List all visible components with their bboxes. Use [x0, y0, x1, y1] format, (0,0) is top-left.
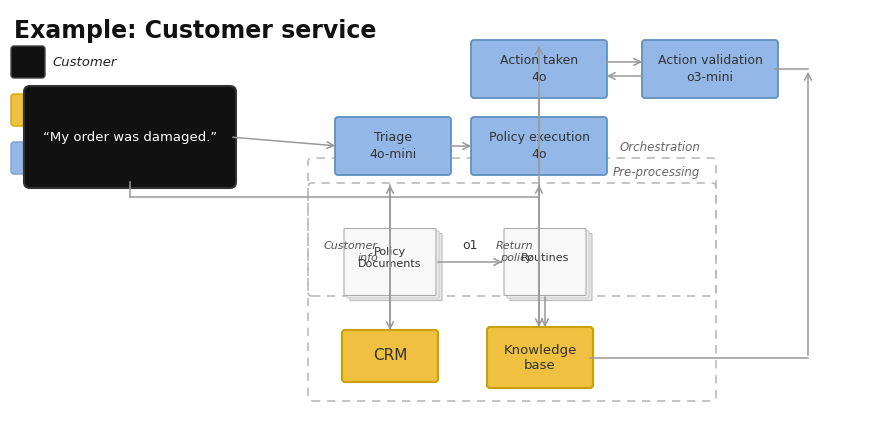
FancyBboxPatch shape: [11, 46, 45, 78]
FancyBboxPatch shape: [24, 86, 236, 188]
FancyBboxPatch shape: [344, 229, 436, 295]
FancyBboxPatch shape: [347, 231, 439, 298]
Text: Policy execution
4o: Policy execution 4o: [488, 131, 589, 161]
FancyBboxPatch shape: [350, 233, 442, 301]
Text: Agents: Agents: [52, 152, 99, 164]
Text: “My order was damaged.”: “My order was damaged.”: [43, 131, 217, 143]
FancyBboxPatch shape: [510, 233, 592, 301]
Text: Routines: Routines: [521, 253, 569, 263]
Text: o1: o1: [462, 239, 478, 252]
Text: Example: Customer service: Example: Customer service: [14, 19, 377, 43]
FancyBboxPatch shape: [11, 94, 45, 126]
FancyBboxPatch shape: [487, 327, 593, 388]
Text: Policy
Documents: Policy Documents: [358, 247, 422, 269]
FancyBboxPatch shape: [335, 117, 451, 175]
Text: Customer
info: Customer info: [324, 241, 378, 263]
Text: Pre-processing: Pre-processing: [613, 166, 700, 179]
Text: Action taken
4o: Action taken 4o: [500, 54, 578, 84]
Text: CRM: CRM: [373, 348, 407, 364]
FancyBboxPatch shape: [507, 231, 589, 298]
FancyBboxPatch shape: [642, 40, 778, 98]
Text: Action validation
o3-mini: Action validation o3-mini: [657, 54, 762, 84]
Text: Triage
4o-mini: Triage 4o-mini: [370, 131, 417, 161]
Text: Customer: Customer: [52, 55, 116, 69]
Text: Tools: Tools: [52, 104, 85, 117]
FancyBboxPatch shape: [471, 117, 607, 175]
FancyBboxPatch shape: [11, 142, 45, 174]
FancyBboxPatch shape: [471, 40, 607, 98]
Text: Knowledge
base: Knowledge base: [503, 344, 576, 372]
FancyBboxPatch shape: [342, 330, 438, 382]
FancyBboxPatch shape: [504, 229, 586, 295]
Text: Return
policy: Return policy: [495, 241, 533, 263]
Text: Orchestration: Orchestration: [619, 141, 700, 154]
